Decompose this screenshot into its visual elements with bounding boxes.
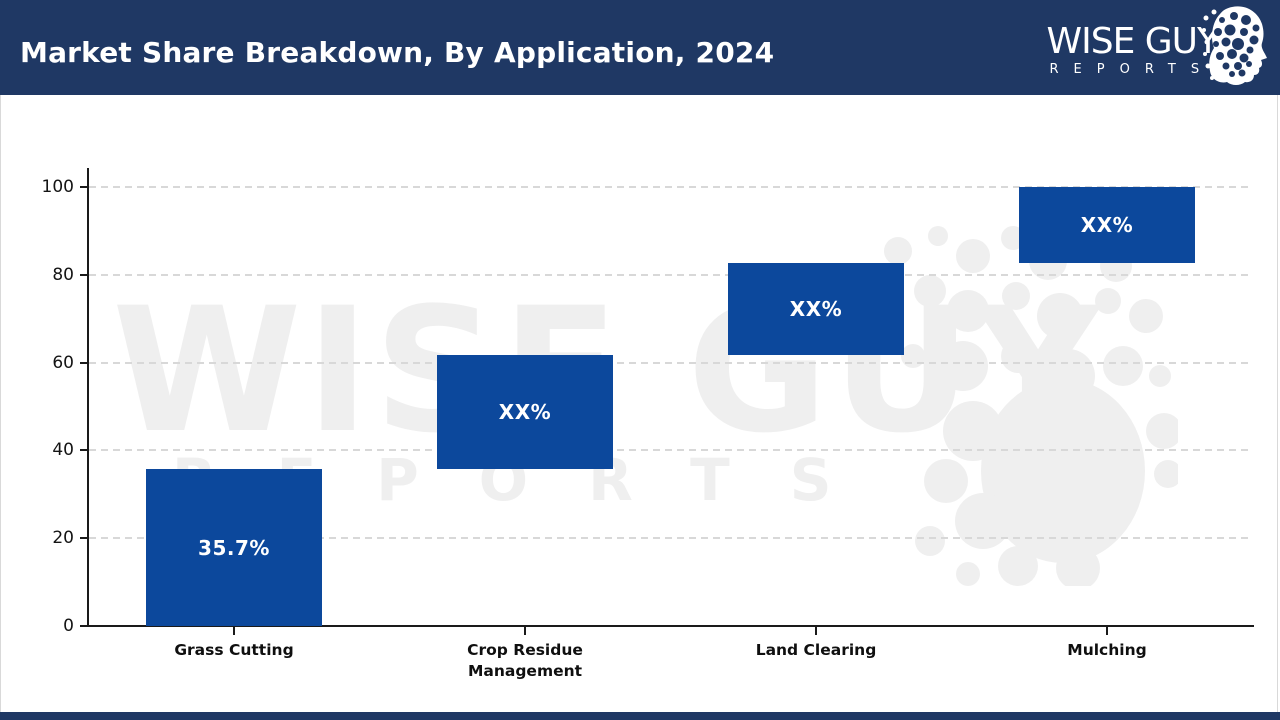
logo-text: WISE GUY REPORTS	[1047, 23, 1219, 77]
x-tick-0	[233, 627, 235, 635]
bar-land-clearing: XX%	[728, 263, 904, 355]
y-tick-0	[80, 625, 88, 627]
gridline-80	[89, 274, 1253, 276]
y-tick-20	[80, 537, 88, 539]
footer-bar	[0, 712, 1280, 720]
gridline-100	[89, 186, 1253, 188]
header-bar: Market Share Breakdown, By Application, …	[0, 0, 1280, 95]
logo-head-icon	[1202, 6, 1267, 85]
bar-mulching: XX%	[1019, 187, 1195, 263]
x-tick-label-0: Grass Cutting	[174, 641, 294, 659]
bar-value-label: XX%	[789, 297, 843, 321]
x-axis-line	[87, 625, 1254, 627]
y-tick-label-20: 20	[52, 528, 74, 548]
x-tick-label-3: Mulching	[1067, 641, 1147, 659]
bar-value-label: XX%	[498, 400, 552, 424]
logo-wise-guy-text: WISE GUY	[1046, 21, 1219, 63]
bar-grass-cutting: 35.7%	[146, 469, 322, 626]
y-tick-80	[80, 274, 88, 276]
y-tick-label-40: 40	[52, 440, 74, 460]
y-tick-label-80: 80	[52, 265, 74, 285]
x-tick-3	[1106, 627, 1108, 635]
y-tick-label-100: 100	[41, 177, 74, 197]
page-title: Market Share Breakdown, By Application, …	[20, 36, 775, 69]
x-tick-1	[524, 627, 526, 635]
y-tick-60	[80, 362, 88, 364]
y-axis-line	[87, 168, 89, 627]
logo-reports-text: REPORTS	[1049, 61, 1215, 77]
x-tick-label-1: Crop Residue Management	[467, 641, 583, 680]
y-tick-40	[80, 449, 88, 451]
gridline-20	[89, 537, 1253, 539]
bar-value-label: XX%	[1080, 213, 1134, 237]
y-tick-100	[80, 186, 88, 188]
wise-guy-logo: WISE GUY REPORTS	[1047, 6, 1269, 88]
y-tick-label-60: 60	[52, 353, 74, 373]
bar-value-label: 35.7%	[198, 535, 270, 560]
bar-crop-residue-management: XX%	[437, 355, 613, 469]
y-tick-label-0: 0	[63, 616, 74, 636]
gridline-60	[89, 362, 1253, 364]
x-tick-2	[815, 627, 817, 635]
x-tick-label-2: Land Clearing	[755, 641, 877, 659]
gridline-40	[89, 449, 1253, 451]
